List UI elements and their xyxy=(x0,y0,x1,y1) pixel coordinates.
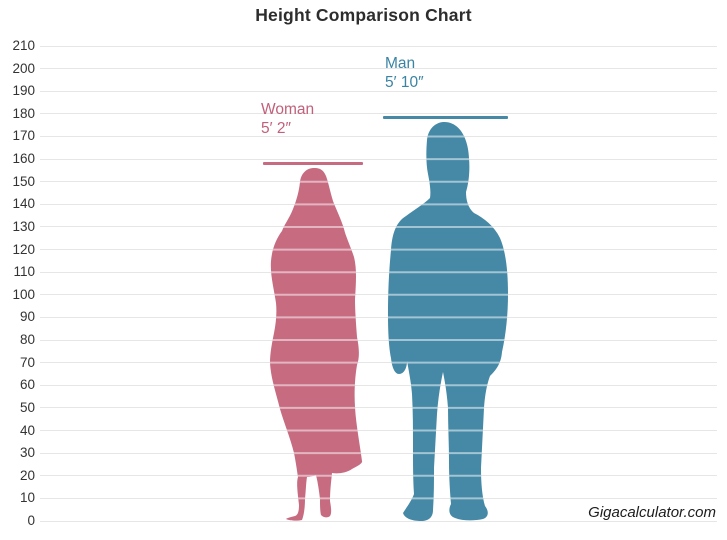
gridline xyxy=(40,181,717,183)
y-axis-tick-label: 70 xyxy=(19,354,35,370)
gridline xyxy=(40,520,717,522)
y-axis-tick-label: 130 xyxy=(12,218,35,234)
gridline xyxy=(40,452,717,454)
man-height-marker-line xyxy=(383,115,508,119)
gridline xyxy=(40,45,717,47)
gridline xyxy=(40,475,717,477)
woman-height-value: 5′ 2″ xyxy=(261,119,291,137)
y-axis-tick-label: 110 xyxy=(13,264,35,280)
chart-title: Height Comparison Chart xyxy=(255,5,472,25)
gridline xyxy=(40,316,717,318)
gridline xyxy=(40,339,717,341)
man-figure xyxy=(388,121,508,521)
gridline xyxy=(40,249,717,251)
gridline xyxy=(40,113,717,115)
y-axis-tick-label: 10 xyxy=(19,490,35,506)
man-name: Man xyxy=(385,54,416,72)
gridline xyxy=(40,226,717,228)
gridline xyxy=(40,294,717,296)
y-axis-tick-label: 200 xyxy=(12,60,35,76)
y-axis-tick-label: 120 xyxy=(12,241,35,257)
gridline xyxy=(40,271,717,273)
y-axis-tick-label: 30 xyxy=(19,445,35,461)
watermark-text: Gigacalculator.com xyxy=(588,504,716,521)
y-axis-tick-label: 60 xyxy=(19,377,35,393)
y-axis-tick-label: 50 xyxy=(19,399,35,415)
y-axis-tick-label: 90 xyxy=(19,309,35,325)
y-axis-tick-label: 40 xyxy=(19,422,35,438)
y-axis-tick-label: 180 xyxy=(12,105,35,121)
gridline xyxy=(40,384,717,386)
y-axis-tick-label: 80 xyxy=(19,332,35,348)
gridline xyxy=(40,430,717,432)
man-height-value: 5′ 10″ xyxy=(385,73,424,91)
woman-height-marker-line xyxy=(263,161,363,165)
woman-figure xyxy=(270,168,363,521)
gridline xyxy=(40,203,717,205)
y-axis-tick-label: 190 xyxy=(12,83,35,99)
gridline xyxy=(40,68,717,70)
man-label: Man 5′ 10″ xyxy=(385,54,424,92)
y-axis-tick-label: 150 xyxy=(12,173,35,189)
gridline xyxy=(40,362,717,364)
gridline xyxy=(40,407,717,409)
gridline xyxy=(40,90,717,92)
y-axis-tick-label: 20 xyxy=(19,467,35,483)
gridline xyxy=(40,158,717,160)
y-axis-tick-label: 160 xyxy=(12,151,35,167)
y-axis-tick-label: 170 xyxy=(12,128,35,144)
y-axis-tick-label: 210 xyxy=(12,38,35,53)
y-axis-tick-label: 140 xyxy=(12,196,35,212)
woman-name: Woman xyxy=(261,100,315,118)
woman-label: Woman 5′ 2″ xyxy=(261,100,314,138)
woman-silhouette xyxy=(270,168,363,521)
gridline xyxy=(40,497,717,499)
y-axis-tick-label: 100 xyxy=(12,286,35,302)
gridline xyxy=(40,135,717,137)
y-axis-tick-label: 0 xyxy=(27,513,35,528)
man-silhouette xyxy=(388,121,508,521)
